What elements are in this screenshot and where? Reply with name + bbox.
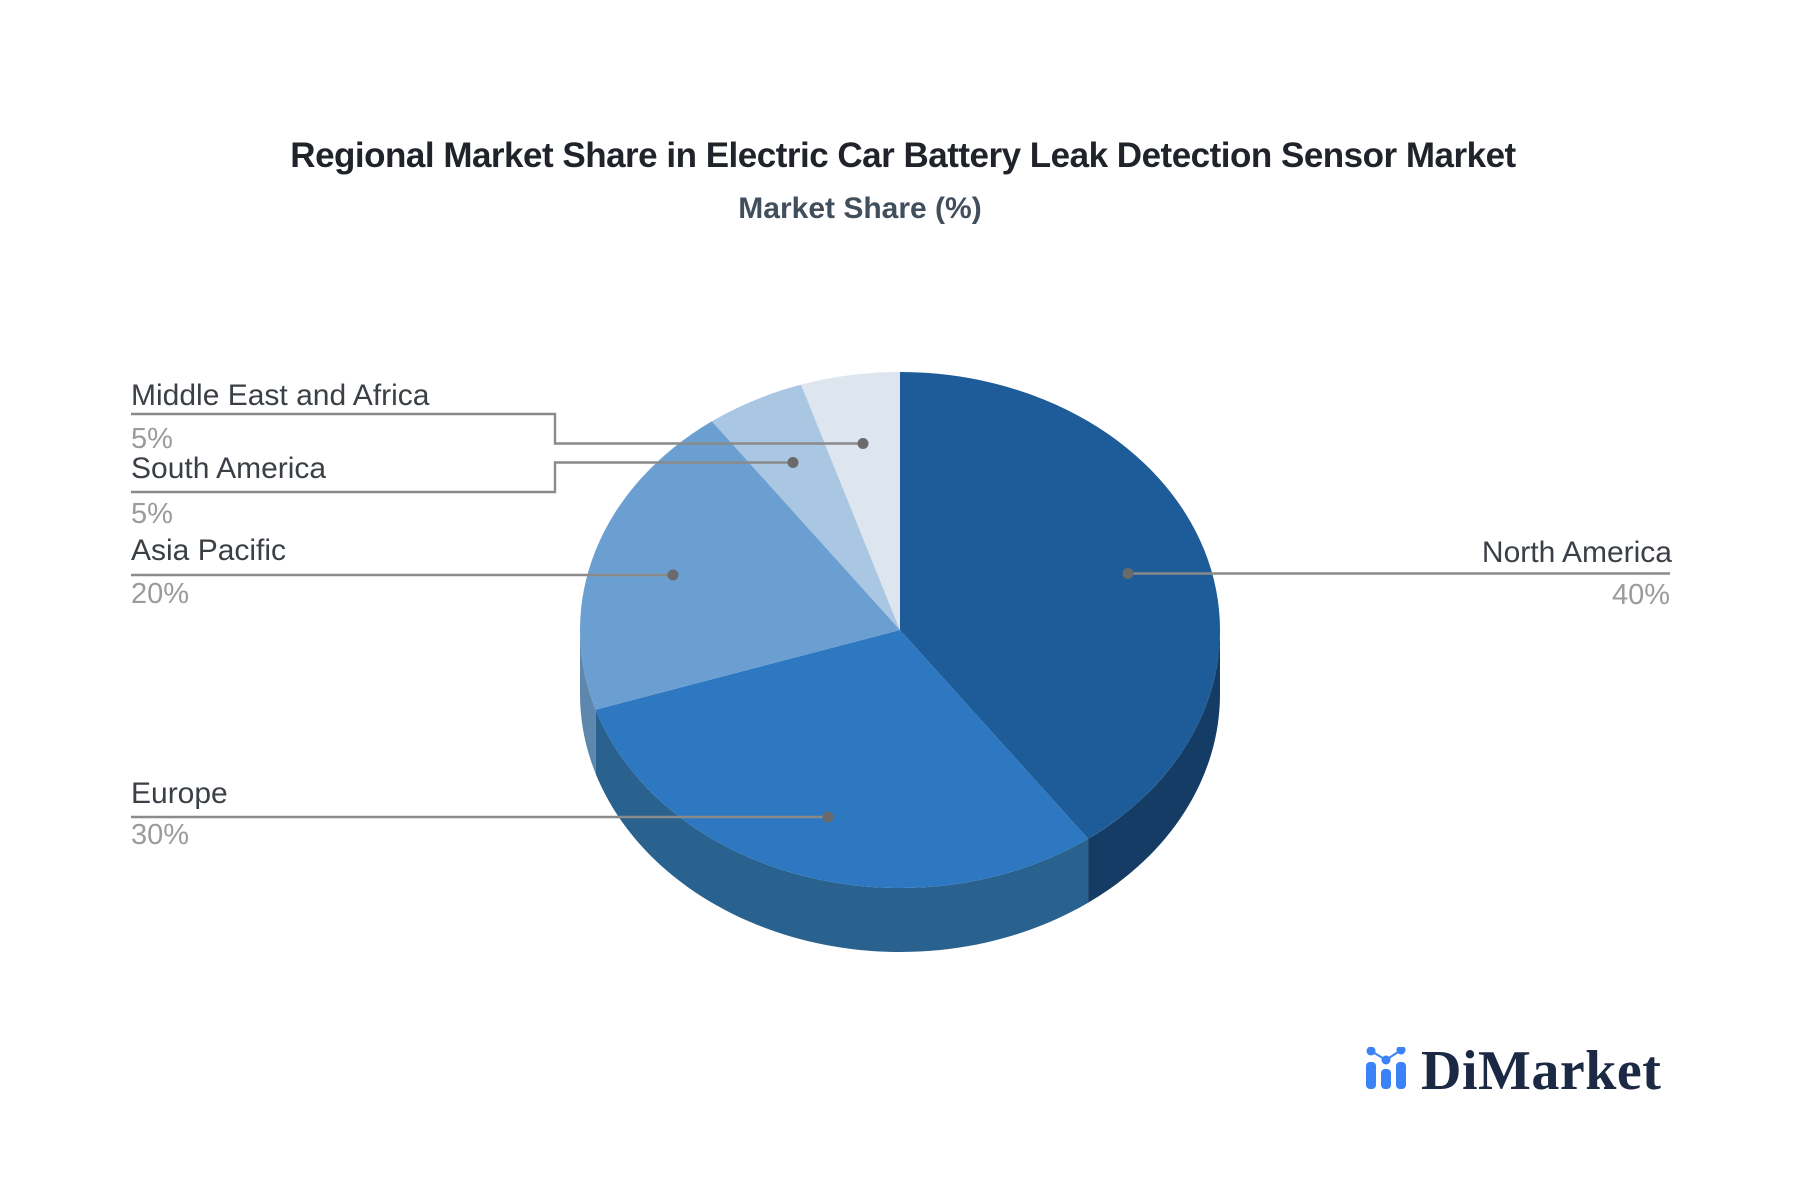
slice-label-asia-pacific: Asia Pacific (131, 534, 287, 567)
slice-pct-europe: 30% (131, 819, 190, 851)
pie-slice-south-america[interactable] (711, 384, 900, 630)
chart-title: Regional Market Share in Electric Car Ba… (290, 136, 1516, 175)
pie-slice-side-asia-pacific (580, 630, 596, 774)
pie-slice-side-europe (595, 709, 1089, 953)
logo-bar-chart-icon (1366, 1047, 1406, 1089)
slice-label-south-america: South America (131, 452, 327, 485)
leader-dot-asia-pacific (667, 569, 679, 581)
logo-text: DiMarket (1421, 1040, 1662, 1102)
leader-line-middle-east-and-africa (131, 412, 863, 445)
pie-slice-middle-east-and-africa[interactable] (801, 372, 900, 630)
pie-slice-side-north-america (1088, 630, 1220, 903)
slice-pct-middle-east-and-africa: 5% (131, 423, 173, 455)
leader-dot-europe (822, 811, 834, 823)
leader-line-south-america (131, 461, 793, 494)
leader-dot-south-america (787, 457, 799, 468)
slice-label-europe: Europe (131, 777, 228, 810)
pie-slice-north-america[interactable] (900, 371, 1221, 839)
leader-dot-north-america (1122, 568, 1134, 579)
slice-label-middle-east-and-africa: Middle East and Africa (131, 379, 430, 412)
chart-subtitle: Market Share (%) (738, 192, 982, 225)
leader-dot-middle-east-and-africa (857, 438, 869, 449)
pie-slice-europe[interactable] (595, 630, 1089, 889)
slice-pct-north-america: 40% (1611, 579, 1670, 611)
slice-pct-asia-pacific: 20% (131, 578, 190, 610)
slice-pct-south-america: 5% (131, 498, 173, 530)
pie-slice-asia-pacific[interactable] (579, 421, 900, 710)
logo: DiMarket (1365, 1040, 1662, 1102)
slice-label-north-america: North America (1481, 536, 1672, 569)
